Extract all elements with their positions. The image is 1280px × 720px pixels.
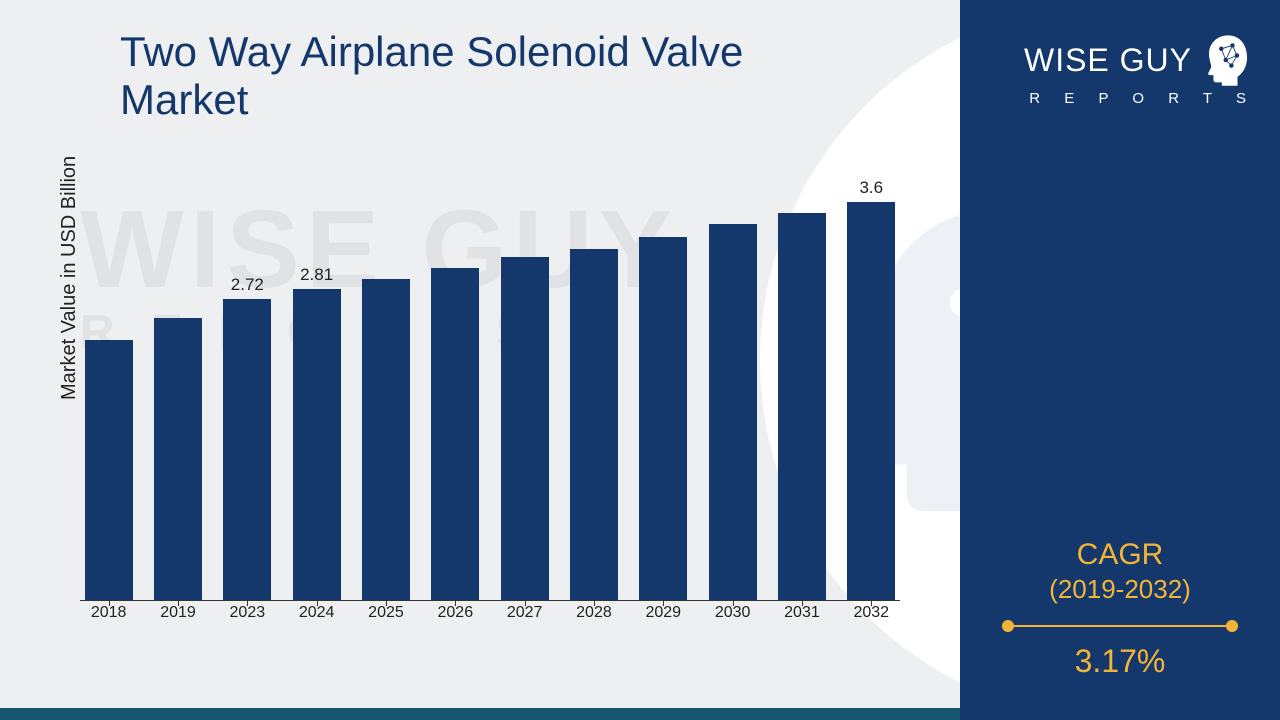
x-tick-label: 2028 <box>569 604 618 622</box>
x-axis-ticks: 2018 2019 2023 2024 2025 2026 2027 2028 2029 2030… <box>80 604 900 622</box>
bar <box>223 299 271 600</box>
cagr-panel: CAGR (2019-2032) 3.17% <box>990 538 1250 680</box>
brand-logo: WISE GUY R E P O R T S <box>1024 32 1256 107</box>
cagr-label: CAGR <box>990 538 1250 572</box>
bar-slot <box>777 180 826 600</box>
x-tick-label: 2032 <box>847 604 896 622</box>
bar-slot <box>361 180 410 600</box>
x-tick-label: 2027 <box>500 604 549 622</box>
bar-slot <box>84 180 133 600</box>
bar-slot <box>431 180 480 600</box>
bar <box>293 289 341 600</box>
bar-chart: 2.72 2.81 3.6 <box>80 180 900 600</box>
brand-subtitle: R E P O R T S <box>1024 90 1256 107</box>
bar <box>847 202 895 600</box>
bar-slot: 2.81 <box>292 180 341 600</box>
cagr-divider <box>1008 625 1232 627</box>
bar <box>501 257 549 600</box>
x-tick-label: 2025 <box>361 604 410 622</box>
brain-head-icon <box>1200 32 1256 88</box>
bar-slot <box>569 180 618 600</box>
bar <box>154 318 202 600</box>
bar <box>778 213 826 600</box>
x-tick-label: 2023 <box>223 604 272 622</box>
y-axis-label: Market Value in USD Billion <box>58 156 81 400</box>
bar-slot <box>708 180 757 600</box>
bar-slot <box>153 180 202 600</box>
bar <box>709 224 757 600</box>
bar-value-label: 3.6 <box>859 178 883 198</box>
x-tick-label: 2029 <box>639 604 688 622</box>
infographic-canvas: WISE GUY REPORTS Two Way Airplane Soleno… <box>0 0 1280 720</box>
bar-value-label: 2.81 <box>300 265 333 285</box>
bar-value-label: 2.72 <box>231 275 264 295</box>
footer-strip <box>0 708 960 720</box>
x-tick-label: 2030 <box>708 604 757 622</box>
x-tick-label: 2019 <box>153 604 202 622</box>
bar <box>362 279 410 600</box>
bar-slot <box>639 180 688 600</box>
x-tick-label: 2031 <box>777 604 826 622</box>
cagr-value: 3.17% <box>990 643 1250 680</box>
bar-slot <box>500 180 549 600</box>
bar <box>431 268 479 600</box>
x-tick-label: 2026 <box>431 604 480 622</box>
bar <box>570 249 618 600</box>
bar <box>639 237 687 600</box>
bar-slot: 3.6 <box>847 180 896 600</box>
bar <box>85 340 133 600</box>
brand-name: WISE GUY <box>1024 42 1192 79</box>
chart-title: Two Way Airplane Solenoid Valve Market <box>120 28 860 125</box>
x-tick-label: 2018 <box>84 604 133 622</box>
x-tick-label: 2024 <box>292 604 341 622</box>
x-axis-line <box>80 600 900 601</box>
bar-slot: 2.72 <box>223 180 272 600</box>
side-panel: WISE GUY R E P O R T S CAGR (2019-2032) … <box>960 0 1280 720</box>
cagr-range: (2019-2032) <box>990 574 1250 605</box>
